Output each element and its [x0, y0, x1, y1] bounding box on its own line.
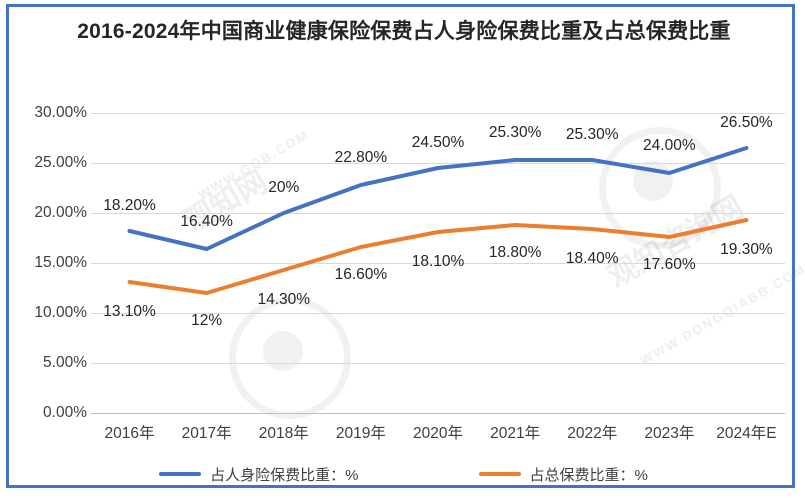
data-label: 22.80% — [334, 149, 388, 166]
y-axis-tick-label: 10.00% — [34, 304, 87, 321]
legend-swatch — [478, 472, 521, 476]
data-label: 14.30% — [257, 291, 311, 308]
plot-area — [91, 113, 785, 414]
data-label: 13.10% — [103, 303, 156, 320]
legend-item[interactable]: 占人身险保费比重：% — [159, 464, 359, 485]
data-label: 25.30% — [565, 126, 619, 143]
y-axis-tick-label: 30.00% — [34, 104, 87, 121]
legend-label: 占总保费比重：% — [529, 466, 648, 484]
x-axis-tick-label: 2019年 — [335, 425, 386, 442]
gridline — [91, 263, 785, 264]
y-axis-tick-label: 15.00% — [34, 254, 87, 271]
data-label: 16.60% — [334, 266, 388, 283]
data-label: 24.50% — [411, 134, 465, 151]
legend-swatch — [159, 472, 202, 476]
x-axis-tick-label: 2016年 — [104, 425, 155, 442]
x-axis-tick-label: 2020年 — [413, 425, 463, 442]
data-label: 20% — [268, 179, 300, 196]
gridline — [91, 113, 785, 114]
x-axis-tick-label: 2021年 — [490, 425, 541, 442]
data-label: 26.50% — [720, 114, 773, 131]
chart-legend: 占人身险保费比重：% 占总保费比重：% — [9, 459, 798, 489]
data-label: 16.40% — [180, 213, 233, 230]
data-label: 18.10% — [411, 253, 465, 270]
gridline — [91, 413, 785, 414]
data-label: 25.30% — [488, 124, 542, 141]
x-axis-tick-label: 2022年 — [567, 425, 618, 442]
gridline — [91, 363, 785, 364]
x-axis-tick-label: 2017年 — [181, 425, 232, 442]
y-axis-tick-label: 0.00% — [43, 404, 87, 421]
series-lines — [127, 146, 749, 295]
data-label: 18.80% — [488, 244, 542, 261]
data-label: 19.30% — [720, 241, 773, 258]
y-axis-tick-label: 20.00% — [34, 204, 87, 221]
y-axis-tick-label: 5.00% — [43, 354, 87, 371]
y-axis: 0.00% 5.00% 10.00% 15.00% 20.00% 25.00% 30.00% — [9, 104, 87, 421]
series-line — [127, 146, 749, 251]
gridline — [91, 163, 785, 164]
chart-card: 2016-2024年中国商业健康保险保费占人身险保费比重及占总保费比重 观知网 … — [6, 4, 805, 489]
y-axis-tick-label: 25.00% — [34, 154, 87, 171]
gridline — [91, 213, 785, 214]
x-axis-tick-label: 2023年 — [644, 425, 695, 442]
legend-label: 占人身险保费比重：% — [210, 466, 359, 484]
x-axis: 2016年 2017年 2018年 2019年 2020年 2021年 2022年 2023年… — [91, 421, 785, 447]
x-axis-tick-label: 2018年 — [258, 425, 309, 442]
series-line — [127, 218, 749, 295]
data-label: 17.60% — [643, 256, 696, 273]
legend-item[interactable]: 占总保费比重：% — [478, 464, 648, 485]
x-axis-tick-label: 2024年E — [716, 425, 777, 442]
data-label: 18.20% — [103, 197, 156, 214]
data-label: 12% — [191, 312, 223, 329]
data-label: 18.40% — [565, 250, 619, 267]
data-label: 24.00% — [643, 137, 696, 154]
chart-title: 2016-2024年中国商业健康保险保费占人身险保费比重及占总保费比重 — [77, 20, 731, 43]
gridline — [91, 313, 785, 314]
